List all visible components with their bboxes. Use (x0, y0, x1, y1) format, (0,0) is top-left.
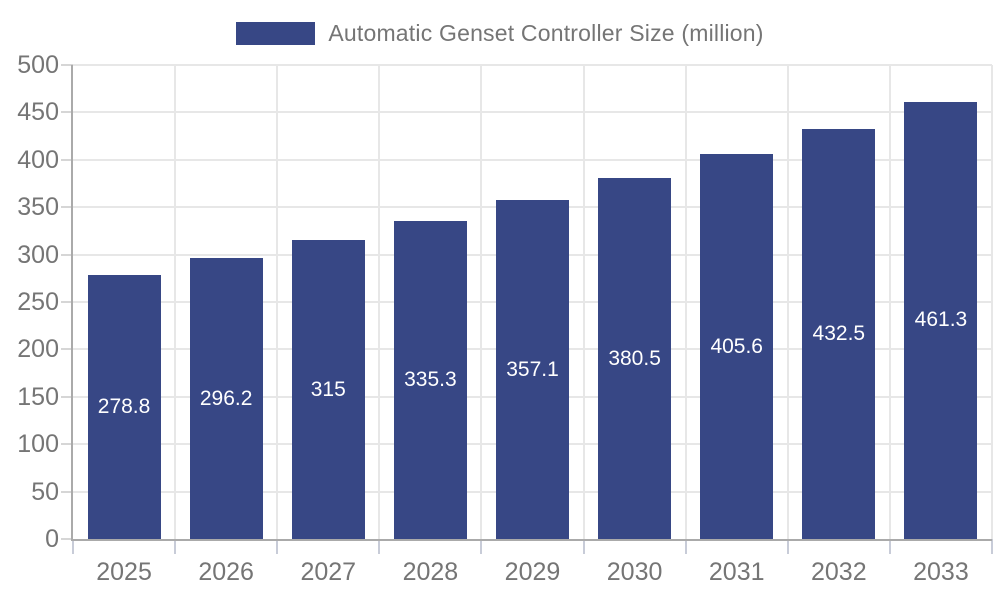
x-axis-tick (991, 539, 993, 554)
y-gridline (73, 64, 992, 66)
bar: 380.5 (598, 178, 672, 539)
bar-value-label: 461.3 (914, 308, 968, 332)
x-gridline (582, 65, 585, 539)
y-axis-label: 0 (45, 525, 59, 553)
x-axis-tick (378, 539, 381, 554)
x-axis-tick (582, 539, 585, 554)
bar-value-label: 335.3 (404, 368, 457, 392)
y-axis-label: 50 (31, 477, 59, 506)
bar-value-label: 357.1 (506, 357, 559, 381)
legend-label: Automatic Genset Controller Size (millio… (328, 20, 764, 46)
bar: 357.1 (496, 200, 569, 539)
x-axis-label: 2031 (708, 558, 765, 586)
x-axis-tick (888, 539, 891, 554)
y-axis-tick (61, 395, 73, 398)
x-axis-label: 2028 (402, 558, 459, 586)
y-axis-label: 300 (17, 240, 59, 269)
bar-value-label: 296.2 (199, 386, 253, 410)
x-axis-label: 2025 (96, 558, 152, 586)
bar: 315 (291, 240, 365, 539)
bar-value-label: 278.8 (97, 394, 151, 418)
bar-value-label: 405.6 (710, 334, 763, 358)
y-axis-tick (61, 64, 73, 66)
y-axis-label: 400 (17, 145, 59, 174)
x-axis-label: 2033 (913, 558, 969, 586)
bar-value-label: 380.5 (608, 346, 661, 370)
x-axis-tick (72, 539, 74, 554)
y-gridline (73, 111, 992, 114)
x-gridline (378, 65, 381, 539)
y-axis-label: 250 (17, 288, 59, 316)
x-axis-tick (786, 539, 789, 554)
y-axis-tick (61, 111, 73, 114)
x-axis-tick (480, 539, 483, 554)
y-axis-line (71, 65, 73, 541)
bar: 278.8 (87, 274, 161, 539)
x-axis-tick (174, 539, 177, 554)
bar: 461.3 (904, 101, 978, 539)
bar: 405.6 (700, 154, 774, 539)
x-axis-label: 2026 (198, 558, 254, 586)
x-axis-label: 2029 (504, 558, 561, 586)
y-axis-label: 200 (17, 335, 59, 364)
x-gridline (276, 65, 279, 539)
y-axis-label: 350 (17, 193, 59, 222)
x-axis-label: 2030 (606, 558, 663, 586)
y-axis-label: 500 (17, 51, 59, 79)
y-axis-label: 450 (17, 98, 59, 127)
bar: 432.5 (802, 128, 876, 539)
y-axis-tick (61, 301, 73, 303)
y-axis-tick (61, 206, 73, 209)
y-gridline (73, 158, 992, 161)
legend-swatch (236, 22, 316, 45)
y-axis-tick (61, 538, 73, 540)
y-axis-label: 150 (17, 382, 59, 411)
x-axis-line (71, 539, 992, 541)
x-gridline (684, 65, 687, 539)
y-axis-tick (61, 490, 73, 493)
x-gridline (991, 65, 993, 539)
x-axis-label: 2032 (811, 558, 867, 586)
y-axis-tick (61, 253, 73, 256)
x-axis-tick (684, 539, 687, 554)
y-axis-tick (61, 158, 73, 161)
x-gridline (480, 65, 483, 539)
bar: 296.2 (189, 258, 263, 539)
x-axis-tick (276, 539, 279, 554)
x-gridline (174, 65, 177, 539)
y-axis-tick (61, 348, 73, 351)
bar-value-label: 432.5 (812, 321, 866, 345)
x-axis-label: 2027 (300, 558, 357, 586)
y-axis-label: 100 (17, 430, 59, 459)
x-gridline (786, 65, 789, 539)
legend: Automatic Genset Controller Size (millio… (0, 20, 1000, 47)
y-axis-tick (61, 443, 73, 446)
x-gridline (888, 65, 891, 539)
bar-value-label: 315 (310, 377, 346, 401)
bar: 335.3 (393, 221, 467, 539)
